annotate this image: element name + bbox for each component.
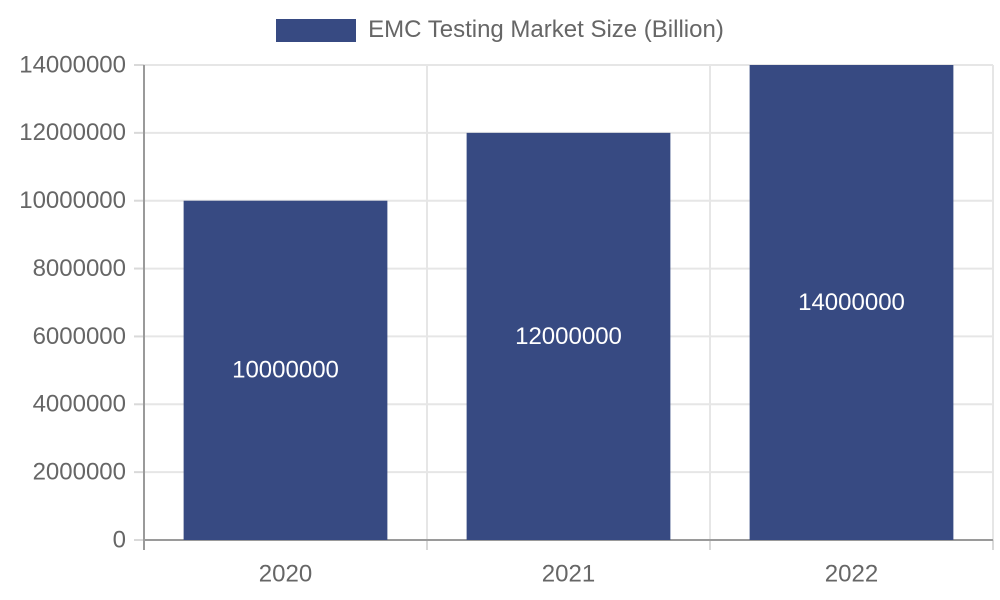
bar: [183, 200, 388, 540]
bar: [749, 65, 954, 540]
chart-legend[interactable]: EMC Testing Market Size (Billion): [0, 17, 1000, 43]
legend-swatch: [276, 18, 357, 42]
y-tick-label: 8000000: [33, 255, 126, 282]
y-tick-label: 0: [113, 526, 126, 553]
y-tick-label: 10000000: [19, 187, 126, 214]
y-tick-label: 2000000: [33, 458, 126, 485]
y-tick-label: 12000000: [19, 119, 126, 146]
bar-value-label: 12000000: [515, 323, 622, 350]
legend-label: EMC Testing Market Size (Billion): [368, 16, 724, 43]
bar-value-label: 14000000: [798, 289, 905, 316]
x-tick-label: 2021: [542, 560, 595, 587]
y-tick-label: 14000000: [19, 51, 126, 78]
x-tick-label: 2020: [259, 560, 312, 587]
y-tick-label: 6000000: [33, 323, 126, 350]
y-tick-label: 4000000: [33, 391, 126, 418]
bar: [466, 132, 671, 540]
x-tick-label: 2022: [825, 560, 878, 587]
bar-value-label: 10000000: [232, 357, 339, 384]
